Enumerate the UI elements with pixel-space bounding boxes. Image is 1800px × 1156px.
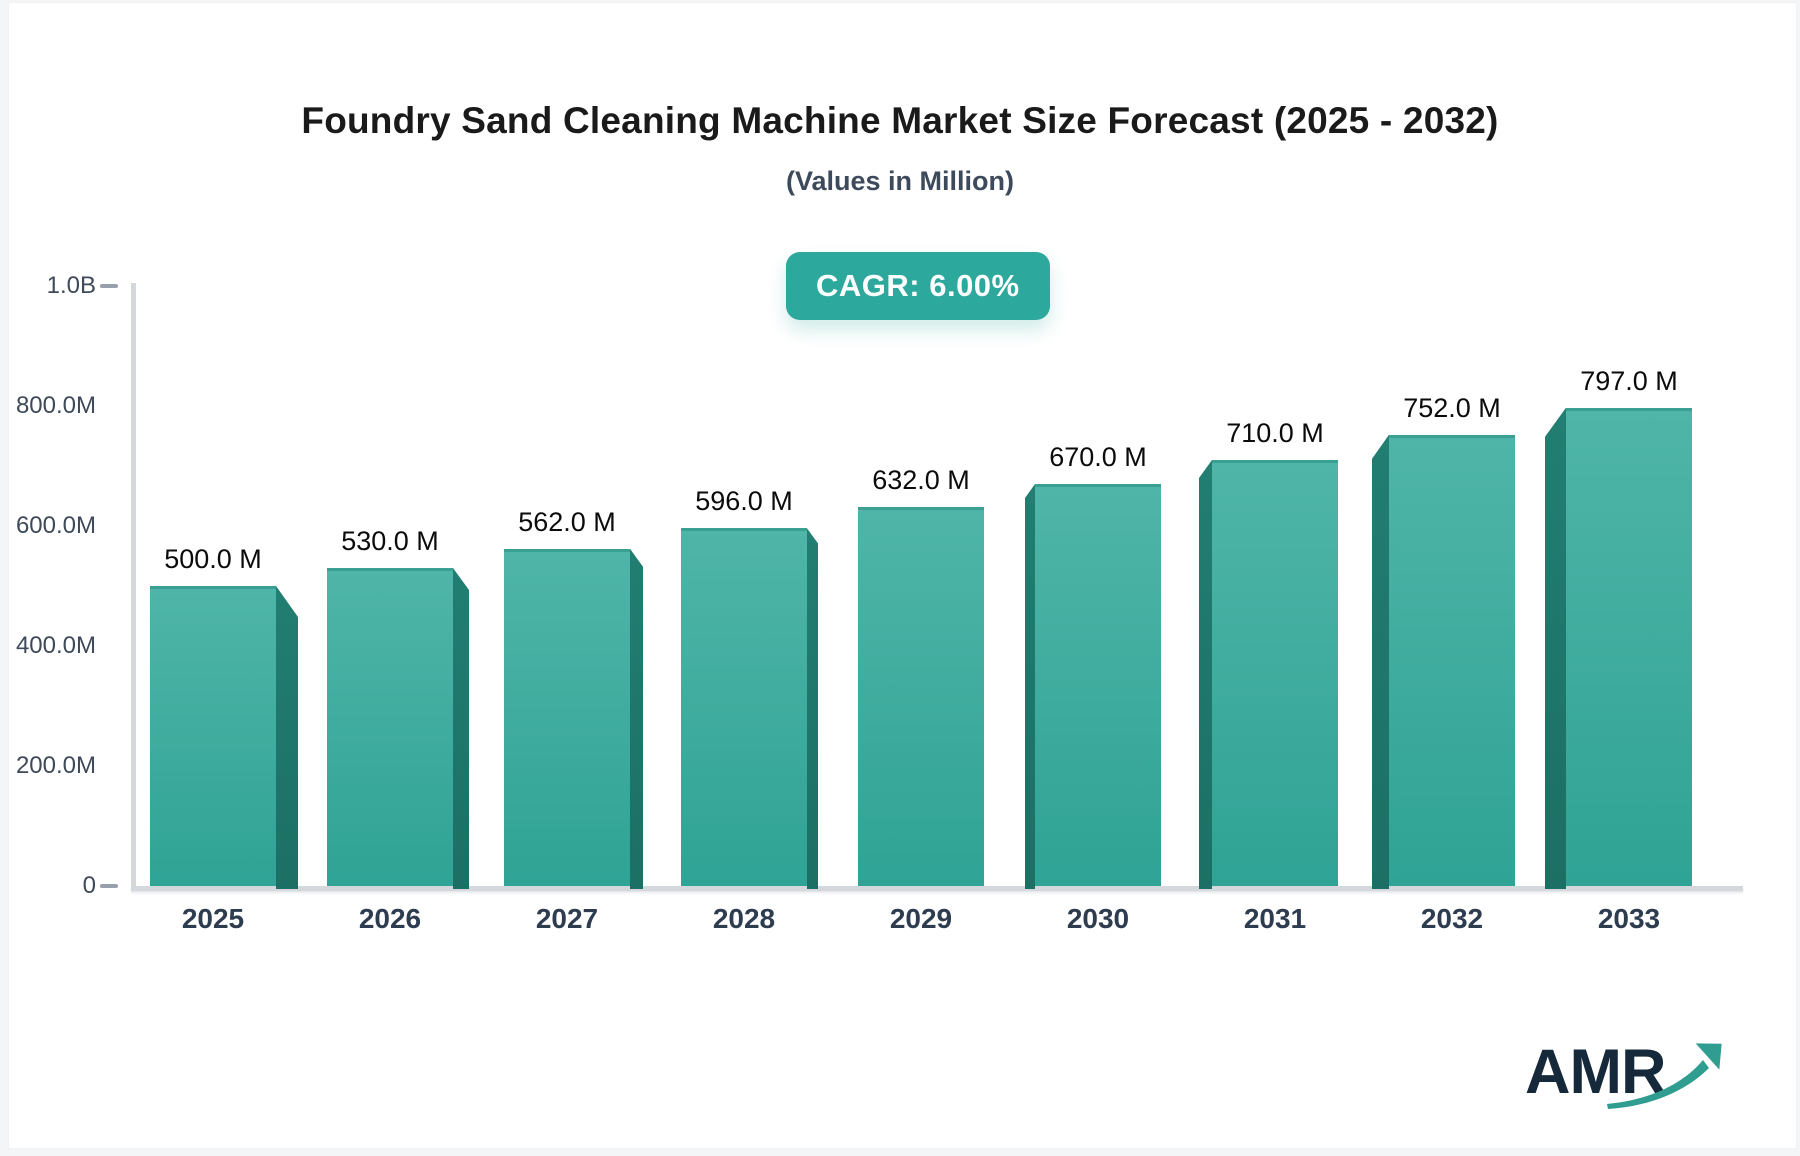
- bar-2028: [681, 528, 807, 886]
- y-axis-label: 400.0M: [15, 632, 96, 659]
- bar-2030: [1035, 484, 1161, 886]
- x-axis-label: 2026: [358, 903, 422, 934]
- chart-title: Foundry Sand Cleaning Machine Market Siz…: [301, 100, 1499, 141]
- y-axis-label: 800.0M: [15, 392, 96, 419]
- x-axis-label: 2025: [181, 903, 245, 934]
- bar-side-2026: [453, 568, 469, 889]
- y-axis-label: 0: [82, 872, 96, 899]
- logo-text: AMR: [1525, 1037, 1666, 1107]
- x-axis-label: 2029: [889, 903, 953, 934]
- bar-2026: [327, 568, 453, 886]
- bar-side-2032: [1372, 434, 1389, 889]
- bar-side-2025: [276, 586, 298, 889]
- y-axis-tick: [100, 884, 118, 888]
- x-axis-label: 2032: [1420, 903, 1484, 934]
- amr-logo: AMR: [1525, 1036, 1725, 1126]
- y-axis-label: 200.0M: [15, 752, 96, 779]
- x-axis-label: 2028: [712, 903, 776, 934]
- bar-side-2030: [1025, 484, 1035, 889]
- bar-side-2028: [807, 528, 818, 889]
- x-axis-label: 2031: [1243, 903, 1307, 934]
- bar-2027: [504, 548, 630, 886]
- chart-subtitle: (Values in Million): [785, 166, 1015, 196]
- bar-value-label: 752.0 M: [1403, 392, 1501, 423]
- bar-value-label: 710.0 M: [1226, 418, 1324, 448]
- y-axis-label: 1.0B: [46, 272, 96, 299]
- y-axis-tick: [100, 284, 118, 288]
- x-axis-line: [131, 886, 1743, 891]
- bar-value-label: 530.0 M: [341, 526, 439, 556]
- bar-2031: [1212, 460, 1338, 886]
- bar-2032: [1389, 434, 1515, 886]
- trend-arrow-icon: [1607, 1043, 1722, 1109]
- bar-side-2033: [1545, 407, 1566, 889]
- bar-value-label: 670.0 M: [1049, 442, 1147, 472]
- bar-value-label: 562.0 M: [518, 506, 616, 537]
- bar-value-label: 797.0 M: [1580, 365, 1678, 396]
- x-axis-label: 2030: [1066, 903, 1130, 934]
- y-axis-line: [131, 283, 136, 889]
- bar-2025: [150, 586, 276, 886]
- y-axis-label: 600.0M: [15, 512, 96, 539]
- bar-value-label: 500.0 M: [164, 544, 262, 574]
- bar-side-2031: [1199, 460, 1212, 889]
- bar-2029: [858, 506, 984, 886]
- bar-2033: [1566, 407, 1692, 886]
- bar-value-label: 632.0 M: [872, 464, 970, 495]
- x-axis-label: 2033: [1597, 903, 1661, 934]
- bar-value-label: 596.0 M: [695, 486, 793, 517]
- cagr-badge: CAGR: 6.00%: [786, 252, 1050, 320]
- x-axis-label: 2027: [535, 903, 599, 934]
- bar-side-2027: [630, 548, 643, 889]
